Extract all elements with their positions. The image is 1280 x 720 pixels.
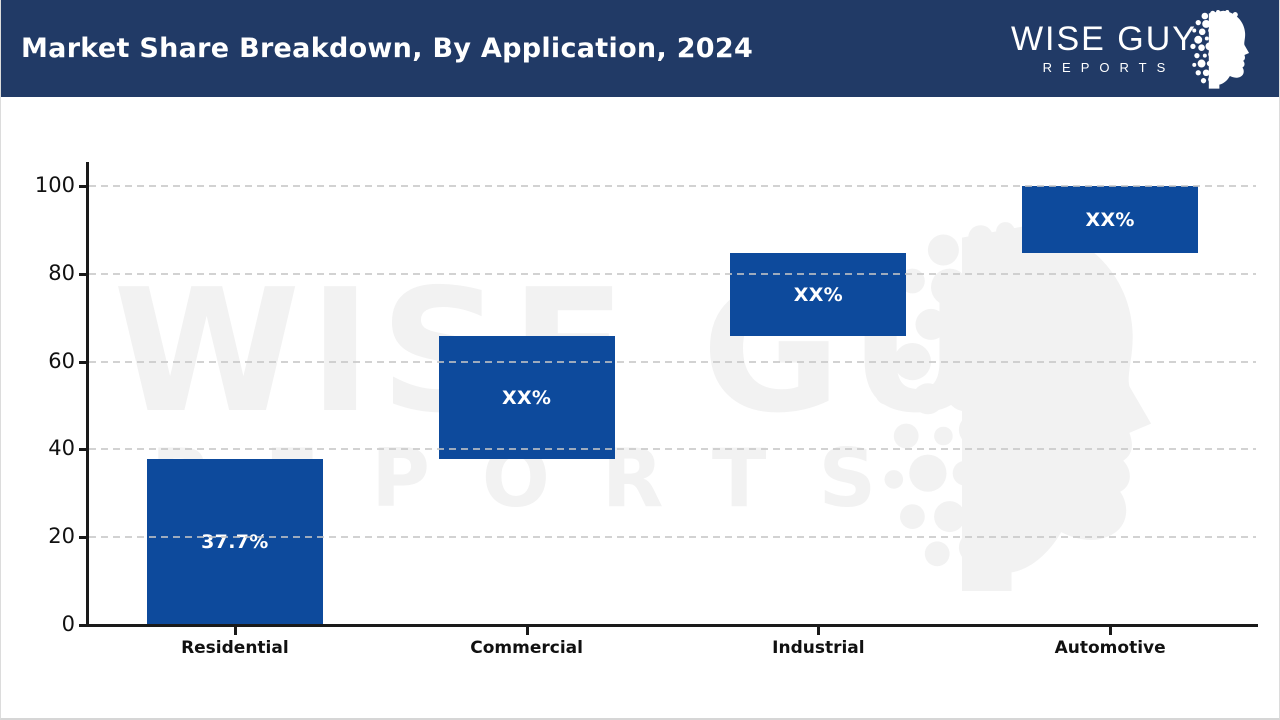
- bar-value-label: XX%: [1085, 208, 1135, 231]
- gridline-60: [89, 360, 1256, 363]
- gridline-80: [89, 272, 1256, 275]
- x-tick-residential: [233, 627, 237, 635]
- y-tick-label-60: 60: [48, 348, 75, 373]
- y-tick-20: [79, 536, 87, 540]
- y-tick-label-80: 80: [48, 260, 75, 285]
- y-tick-80: [79, 272, 87, 276]
- bar-value-label: XX%: [793, 283, 843, 306]
- logo-wordmark: WISE GUY: [1010, 20, 1197, 58]
- logo-text: WISE GUY REPORTS: [1011, 22, 1197, 75]
- y-tick-label-20: 20: [48, 524, 75, 549]
- y-tick-100: [79, 185, 87, 188]
- y-axis-line: [86, 162, 89, 625]
- bar-automotive: XX%: [1022, 186, 1199, 254]
- gridline-100: [89, 185, 1256, 187]
- bar-industrial: XX%: [730, 253, 907, 337]
- gridline-20: [89, 536, 1256, 539]
- x-tick-label-residential: Residential: [181, 638, 289, 658]
- watermark-wordmark: WISE GUY: [113, 253, 1127, 451]
- x-tick-label-commercial: Commercial: [470, 638, 583, 658]
- bar-residential: 37.7%: [146, 459, 323, 625]
- header-band: Market Share Breakdown, By Application, …: [1, 0, 1279, 97]
- logo-face-icon: [1190, 9, 1250, 89]
- x-tick-automotive: [1109, 627, 1113, 635]
- x-tick-industrial: [817, 627, 821, 635]
- bar-value-label: XX%: [502, 386, 552, 409]
- y-tick-0: [79, 624, 87, 627]
- y-tick-40: [79, 448, 87, 452]
- y-tick-60: [79, 360, 87, 364]
- gridline-40: [89, 448, 1256, 451]
- y-tick-label-100: 100: [34, 173, 75, 197]
- x-tick-label-industrial: Industrial: [772, 638, 865, 658]
- x-tick-label-automotive: Automotive: [1054, 638, 1166, 658]
- wise-guy-reports-logo: WISE GUY REPORTS: [1011, 9, 1255, 89]
- logo-subtext: REPORTS: [1042, 60, 1176, 75]
- chart-canvas: WISE GUY REPORTS 0 20 40 60 80 100 37.7% Reside…: [1, 97, 1279, 718]
- y-tick-label-40: 40: [48, 436, 75, 461]
- x-axis-line: [86, 624, 1258, 627]
- bar-value-label: 37.7%: [201, 531, 269, 554]
- y-tick-label-0: 0: [61, 612, 75, 636]
- bar-commercial: XX%: [438, 336, 615, 460]
- x-tick-commercial: [525, 627, 529, 635]
- page-title: Market Share Breakdown, By Application, …: [21, 33, 754, 64]
